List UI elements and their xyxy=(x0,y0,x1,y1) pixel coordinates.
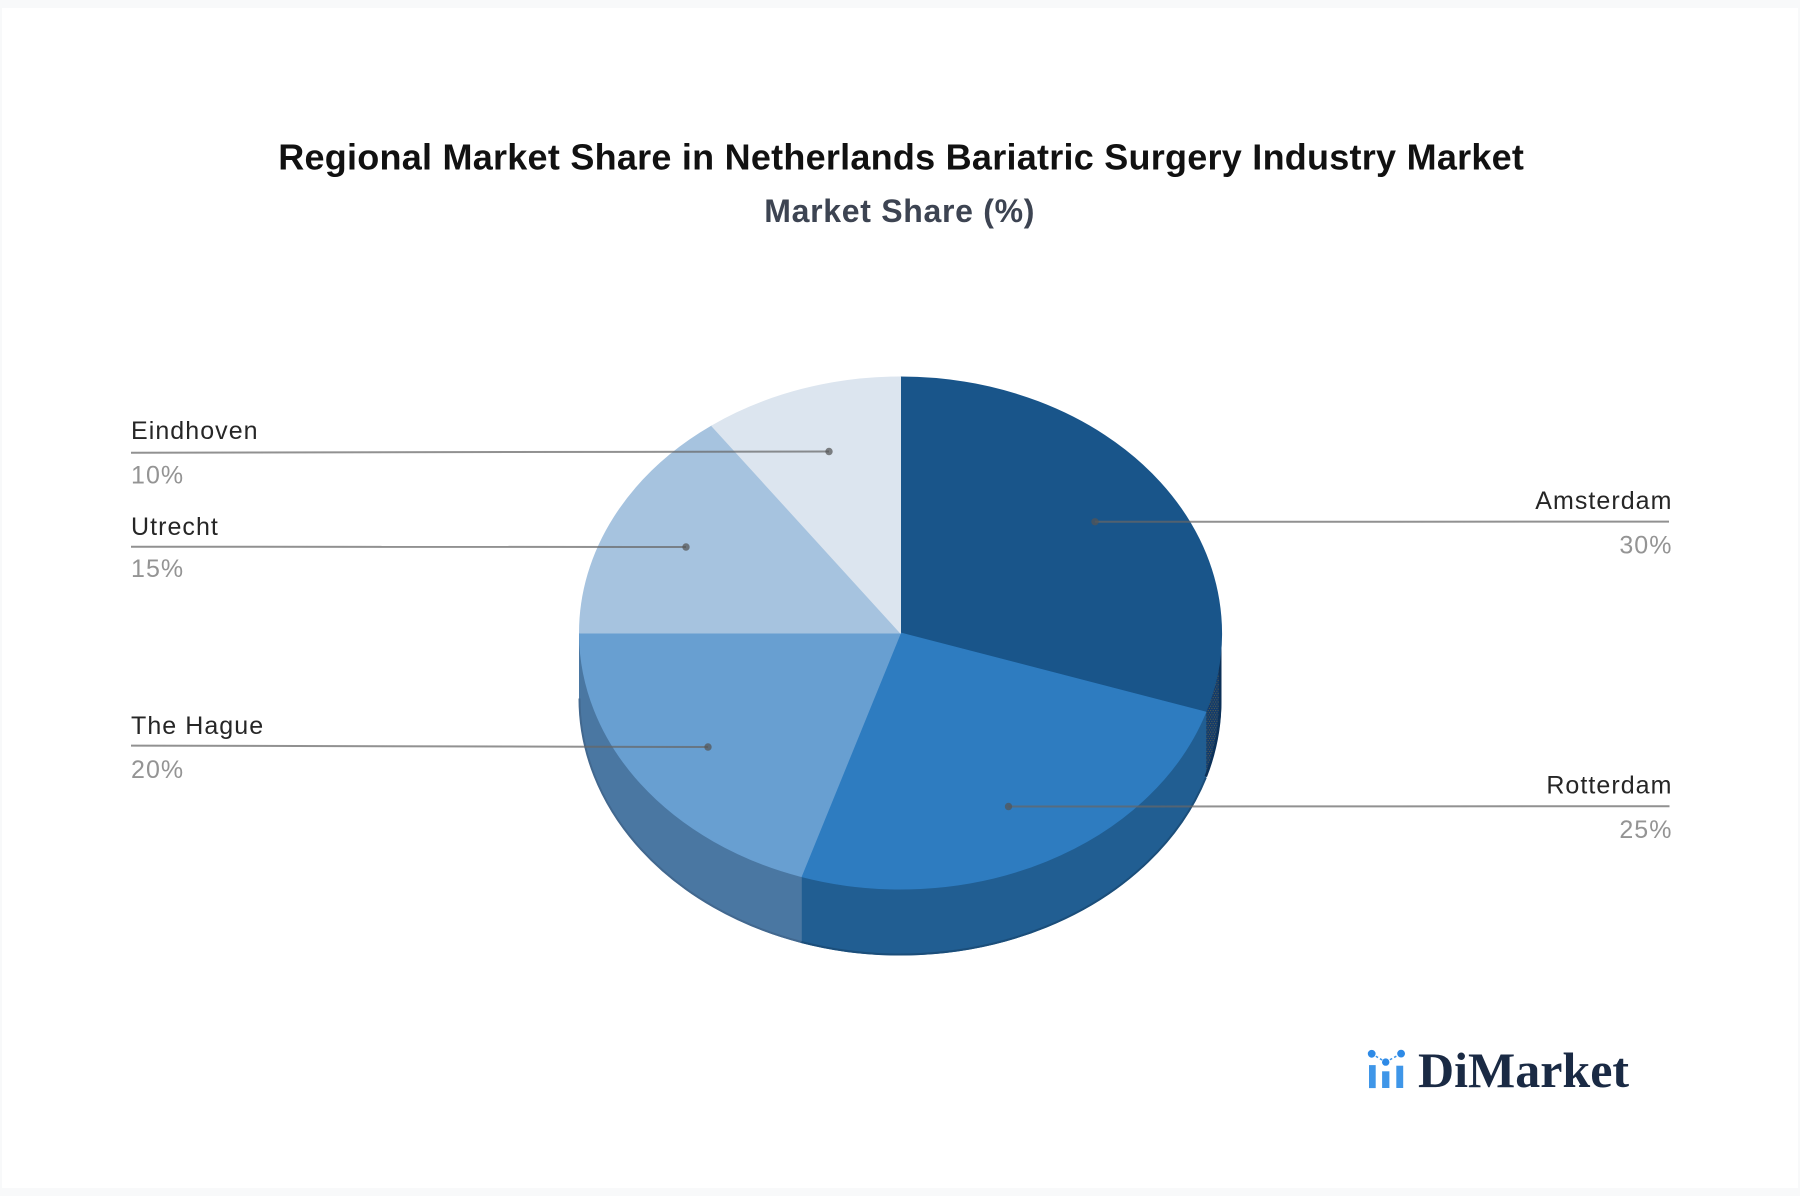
svg-text:Utrecht: Utrecht xyxy=(131,513,219,541)
svg-text:Market Share (%): Market Share (%) xyxy=(764,193,1035,229)
svg-text:20%: 20% xyxy=(131,756,184,784)
svg-text:Eindhoven: Eindhoven xyxy=(131,417,259,445)
svg-text:Regional Market Share in Nethe: Regional Market Share in Netherlands Bar… xyxy=(278,137,1524,178)
svg-text:15%: 15% xyxy=(131,555,184,583)
svg-text:Amsterdam: Amsterdam xyxy=(1535,487,1672,515)
svg-text:30%: 30% xyxy=(1619,531,1672,559)
svg-text:DiMarket: DiMarket xyxy=(1418,1042,1629,1098)
svg-text:The Hague: The Hague xyxy=(131,712,264,740)
svg-text:25%: 25% xyxy=(1619,816,1672,844)
svg-text:10%: 10% xyxy=(131,461,184,489)
svg-text:Rotterdam: Rotterdam xyxy=(1546,772,1672,800)
